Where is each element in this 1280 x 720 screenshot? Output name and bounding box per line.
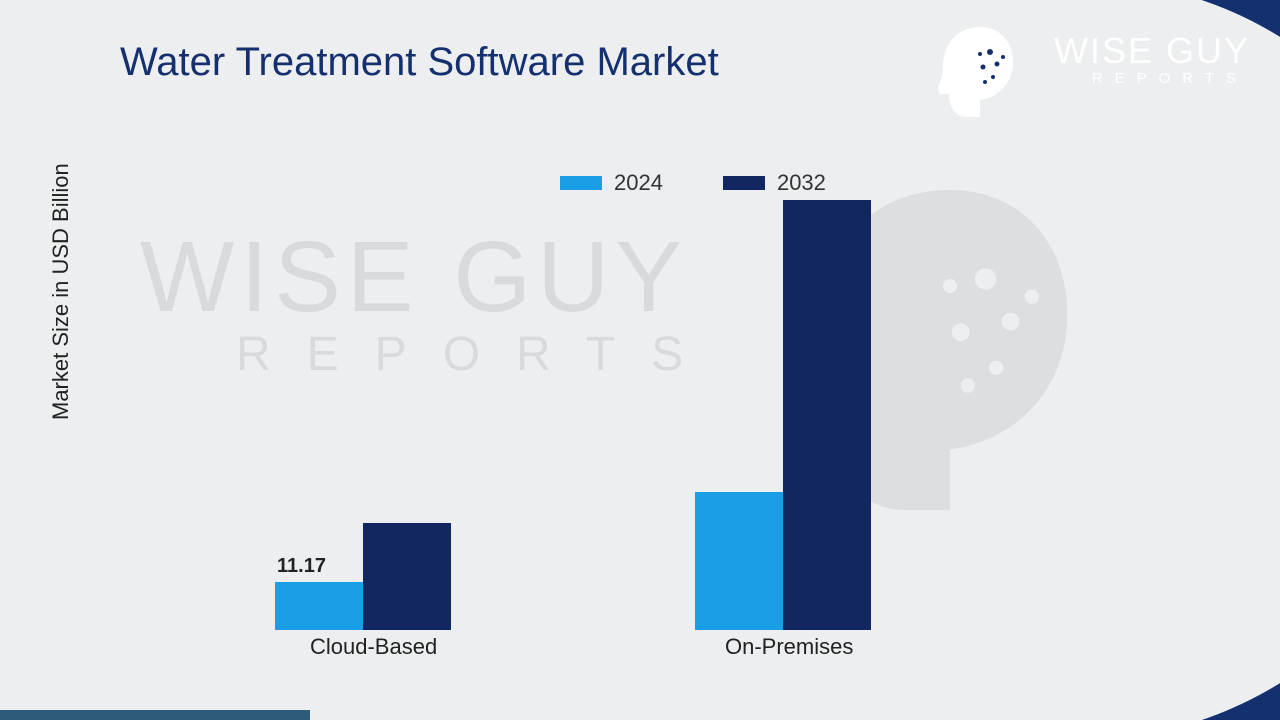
bar-group [695, 200, 871, 630]
legend-swatch-2032 [723, 176, 765, 190]
y-axis-label: Market Size in USD Billion [48, 163, 74, 420]
legend: 2024 2032 [560, 170, 826, 196]
bar [363, 523, 451, 631]
bar [275, 582, 363, 630]
category-label: Cloud-Based [310, 634, 437, 660]
brand-line-1: WISE GUY [1054, 30, 1250, 72]
footer-strip [0, 710, 310, 720]
legend-label-2032: 2032 [777, 170, 826, 196]
legend-item-2024: 2024 [560, 170, 663, 196]
page: WISE GUY REPORTS Water Treatment Softwar… [0, 0, 1280, 720]
bar [783, 200, 871, 630]
legend-item-2032: 2032 [723, 170, 826, 196]
brand-head-icon [935, 22, 1025, 122]
brand-line-2: REPORTS [1054, 70, 1250, 87]
legend-label-2024: 2024 [614, 170, 663, 196]
chart-plot-area: 11.17Cloud-BasedOn-Premises [100, 200, 960, 630]
bar [695, 492, 783, 630]
bar-group [275, 523, 451, 631]
category-label: On-Premises [725, 634, 853, 660]
legend-swatch-2024 [560, 176, 602, 190]
chart-title: Water Treatment Software Market [120, 40, 719, 85]
brand-logo: WISE GUY REPORTS [1054, 30, 1250, 87]
